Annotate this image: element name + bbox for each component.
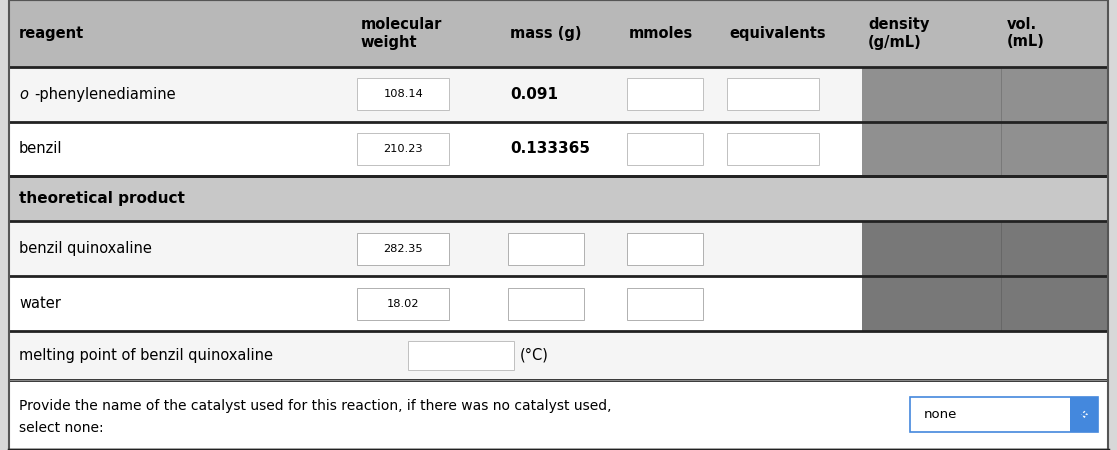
Bar: [627, 233, 703, 265]
Bar: [9, 380, 1108, 450]
Text: melting point of benzil quinoxaline: melting point of benzil quinoxaline: [19, 348, 273, 363]
Text: Provide the name of the catalyst used for this reaction, if there was no catalys: Provide the name of the catalyst used fo…: [19, 400, 611, 414]
Text: 282.35: 282.35: [383, 244, 423, 254]
Text: molecular
weight: molecular weight: [361, 17, 442, 50]
Bar: [862, 67, 1108, 122]
Bar: [9, 0, 1108, 67]
Bar: [9, 176, 1108, 221]
Bar: [357, 288, 449, 320]
Text: 0.091: 0.091: [510, 86, 558, 102]
Bar: [9, 331, 1108, 380]
Text: o: o: [19, 86, 28, 102]
Text: benzil quinoxaline: benzil quinoxaline: [19, 241, 152, 256]
Bar: [862, 122, 1108, 176]
Text: (°C): (°C): [519, 348, 548, 363]
Bar: [627, 288, 703, 320]
Text: -phenylenediamine: -phenylenediamine: [35, 86, 176, 102]
Text: reagent: reagent: [19, 26, 84, 41]
Text: select none:: select none:: [19, 421, 104, 435]
Bar: [627, 78, 703, 110]
Text: 210.23: 210.23: [383, 144, 423, 154]
Text: 18.02: 18.02: [386, 299, 420, 309]
Text: equivalents: equivalents: [729, 26, 827, 41]
Bar: [9, 276, 1108, 331]
Text: benzil: benzil: [19, 141, 63, 157]
Text: ❖: ❖: [1080, 410, 1088, 420]
Text: 108.14: 108.14: [383, 89, 423, 99]
Text: theoretical product: theoretical product: [19, 191, 185, 207]
Text: mmoles: mmoles: [629, 26, 694, 41]
Bar: [508, 288, 584, 320]
Text: 0.133365: 0.133365: [510, 141, 591, 157]
Text: water: water: [19, 296, 60, 311]
Text: none: none: [924, 409, 957, 421]
Text: density
(g/mL): density (g/mL): [868, 17, 929, 50]
Bar: [9, 67, 1108, 122]
Bar: [9, 122, 1108, 176]
Bar: [1070, 397, 1098, 432]
Bar: [357, 233, 449, 265]
Text: mass (g): mass (g): [510, 26, 582, 41]
Bar: [627, 133, 703, 165]
Bar: [910, 397, 1098, 432]
Text: vol.
(mL): vol. (mL): [1006, 17, 1044, 50]
Bar: [727, 78, 819, 110]
Bar: [9, 221, 1108, 276]
Bar: [357, 133, 449, 165]
Bar: [357, 78, 449, 110]
Bar: [408, 342, 514, 369]
Bar: [727, 133, 819, 165]
Bar: [862, 221, 1108, 276]
Bar: [508, 233, 584, 265]
Bar: [862, 276, 1108, 331]
